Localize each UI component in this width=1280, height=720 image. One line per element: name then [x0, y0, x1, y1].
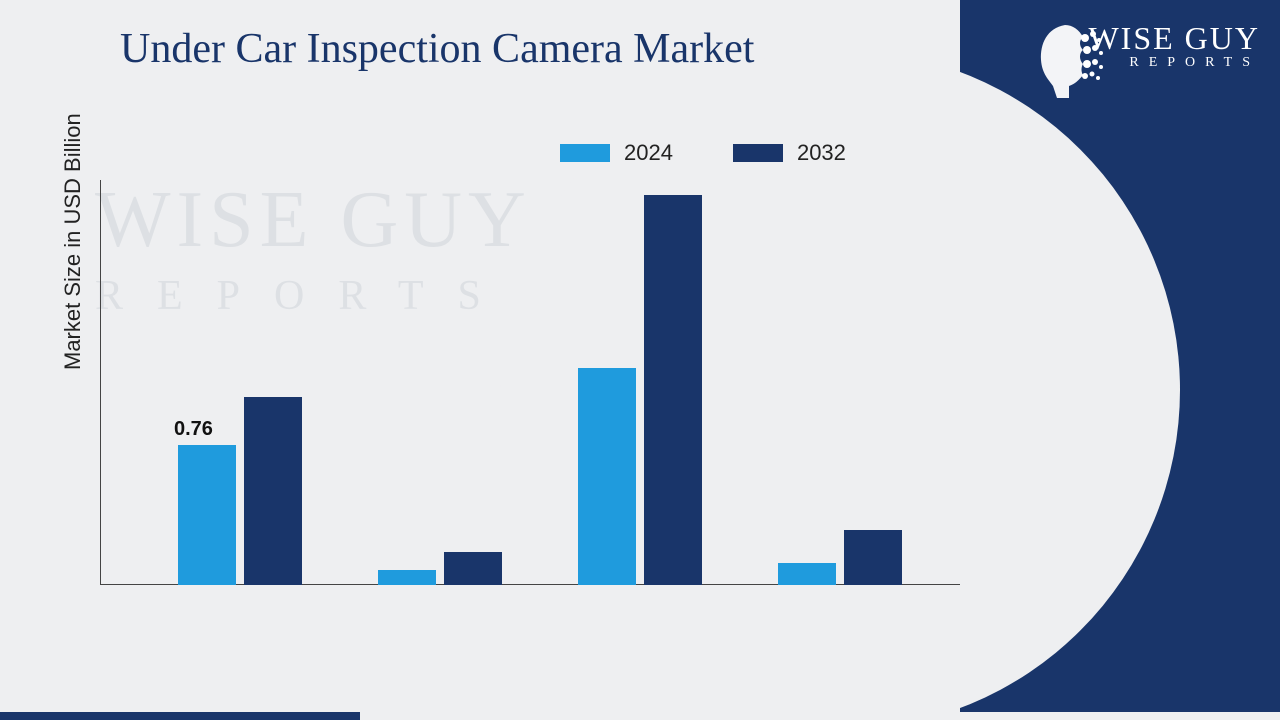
legend-swatch — [733, 144, 783, 162]
legend-label: 2032 — [797, 140, 846, 166]
bar — [378, 570, 436, 585]
y-axis-label: Market Size in USD Billion — [60, 113, 86, 370]
legend-item-2024: 2024 — [560, 140, 673, 166]
bottom-accent-stripe — [0, 712, 360, 720]
brand-name-bottom: REPORTS — [1088, 55, 1260, 71]
plot-area: EUROPESOUTHAMERICAASIAPACIFICMIDDLEEASTA… — [100, 180, 960, 585]
legend-item-2032: 2032 — [733, 140, 846, 166]
bar — [244, 397, 302, 585]
bar — [844, 530, 902, 585]
chart-canvas: WISE GUY REPORTS WISE GUY REPORTS Under … — [0, 0, 1280, 720]
bar — [644, 195, 702, 585]
bar — [178, 445, 236, 585]
y-axis-line — [100, 180, 101, 585]
brand-logo-text: WISE GUY REPORTS — [1088, 20, 1260, 71]
bar — [778, 563, 836, 585]
legend-label: 2024 — [624, 140, 673, 166]
bar — [578, 368, 636, 585]
value-label: 0.76 — [174, 418, 213, 441]
legend: 2024 2032 — [560, 140, 846, 166]
chart-title: Under Car Inspection Camera Market — [120, 25, 754, 73]
brand-name-top: WISE GUY — [1088, 20, 1260, 57]
legend-swatch — [560, 144, 610, 162]
bar — [444, 552, 502, 585]
